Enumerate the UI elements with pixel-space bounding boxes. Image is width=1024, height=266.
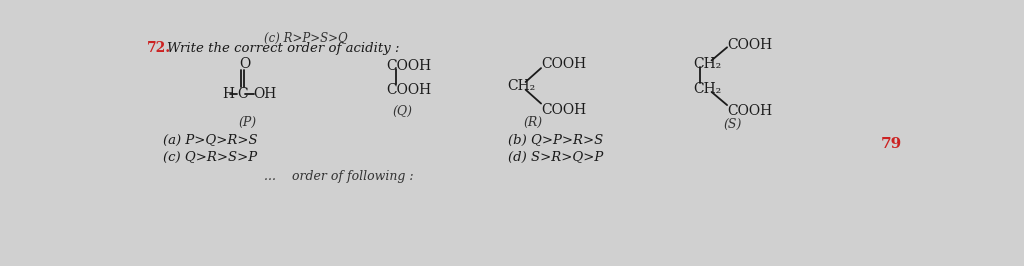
Text: 72.: 72. [147,41,171,55]
Text: OH: OH [254,86,276,101]
Text: CH₂: CH₂ [693,57,722,71]
Text: (S): (S) [723,118,741,131]
Text: H: H [222,86,234,101]
Text: CH₂: CH₂ [693,82,722,96]
Text: (c) Q>R>S>P: (c) Q>R>S>P [163,151,257,164]
Text: ...    order of following :: ... order of following : [263,170,414,183]
Text: COOH: COOH [541,57,586,71]
Text: CH₂: CH₂ [508,79,536,93]
Text: (a) P>Q>R>S: (a) P>Q>R>S [163,134,257,147]
Text: C: C [238,86,248,101]
Text: (R): (R) [523,116,543,129]
Text: (Q): (Q) [392,105,413,118]
Text: (d) S>R>Q>P: (d) S>R>Q>P [508,151,603,164]
Text: COOH: COOH [386,59,431,73]
Text: COOH: COOH [727,104,772,118]
Text: 79: 79 [881,137,902,151]
Text: COOH: COOH [727,38,772,52]
Text: Write the correct order of acidity :: Write the correct order of acidity : [167,41,399,55]
Text: COOH: COOH [541,103,586,118]
Text: (P): (P) [238,116,256,129]
Text: (c) R>P>S>Q: (c) R>P>S>Q [263,32,347,45]
Text: COOH: COOH [386,83,431,97]
Text: O: O [239,57,250,71]
Text: (b) Q>P>R>S: (b) Q>P>R>S [508,134,603,147]
